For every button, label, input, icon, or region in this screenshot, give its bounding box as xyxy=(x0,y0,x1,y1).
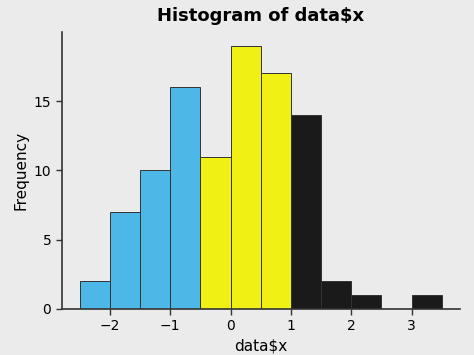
Title: Histogram of data$x: Histogram of data$x xyxy=(157,7,364,25)
Bar xyxy=(321,281,351,309)
Bar xyxy=(140,170,170,309)
Bar xyxy=(80,281,110,309)
Bar xyxy=(110,212,140,309)
Bar xyxy=(170,87,201,309)
Y-axis label: Frequency: Frequency xyxy=(13,131,28,210)
Bar xyxy=(351,295,382,309)
Bar xyxy=(411,295,442,309)
Bar xyxy=(201,157,230,309)
Bar xyxy=(261,73,291,309)
X-axis label: data$x: data$x xyxy=(234,339,287,354)
Bar xyxy=(291,115,321,309)
Bar xyxy=(230,46,261,309)
